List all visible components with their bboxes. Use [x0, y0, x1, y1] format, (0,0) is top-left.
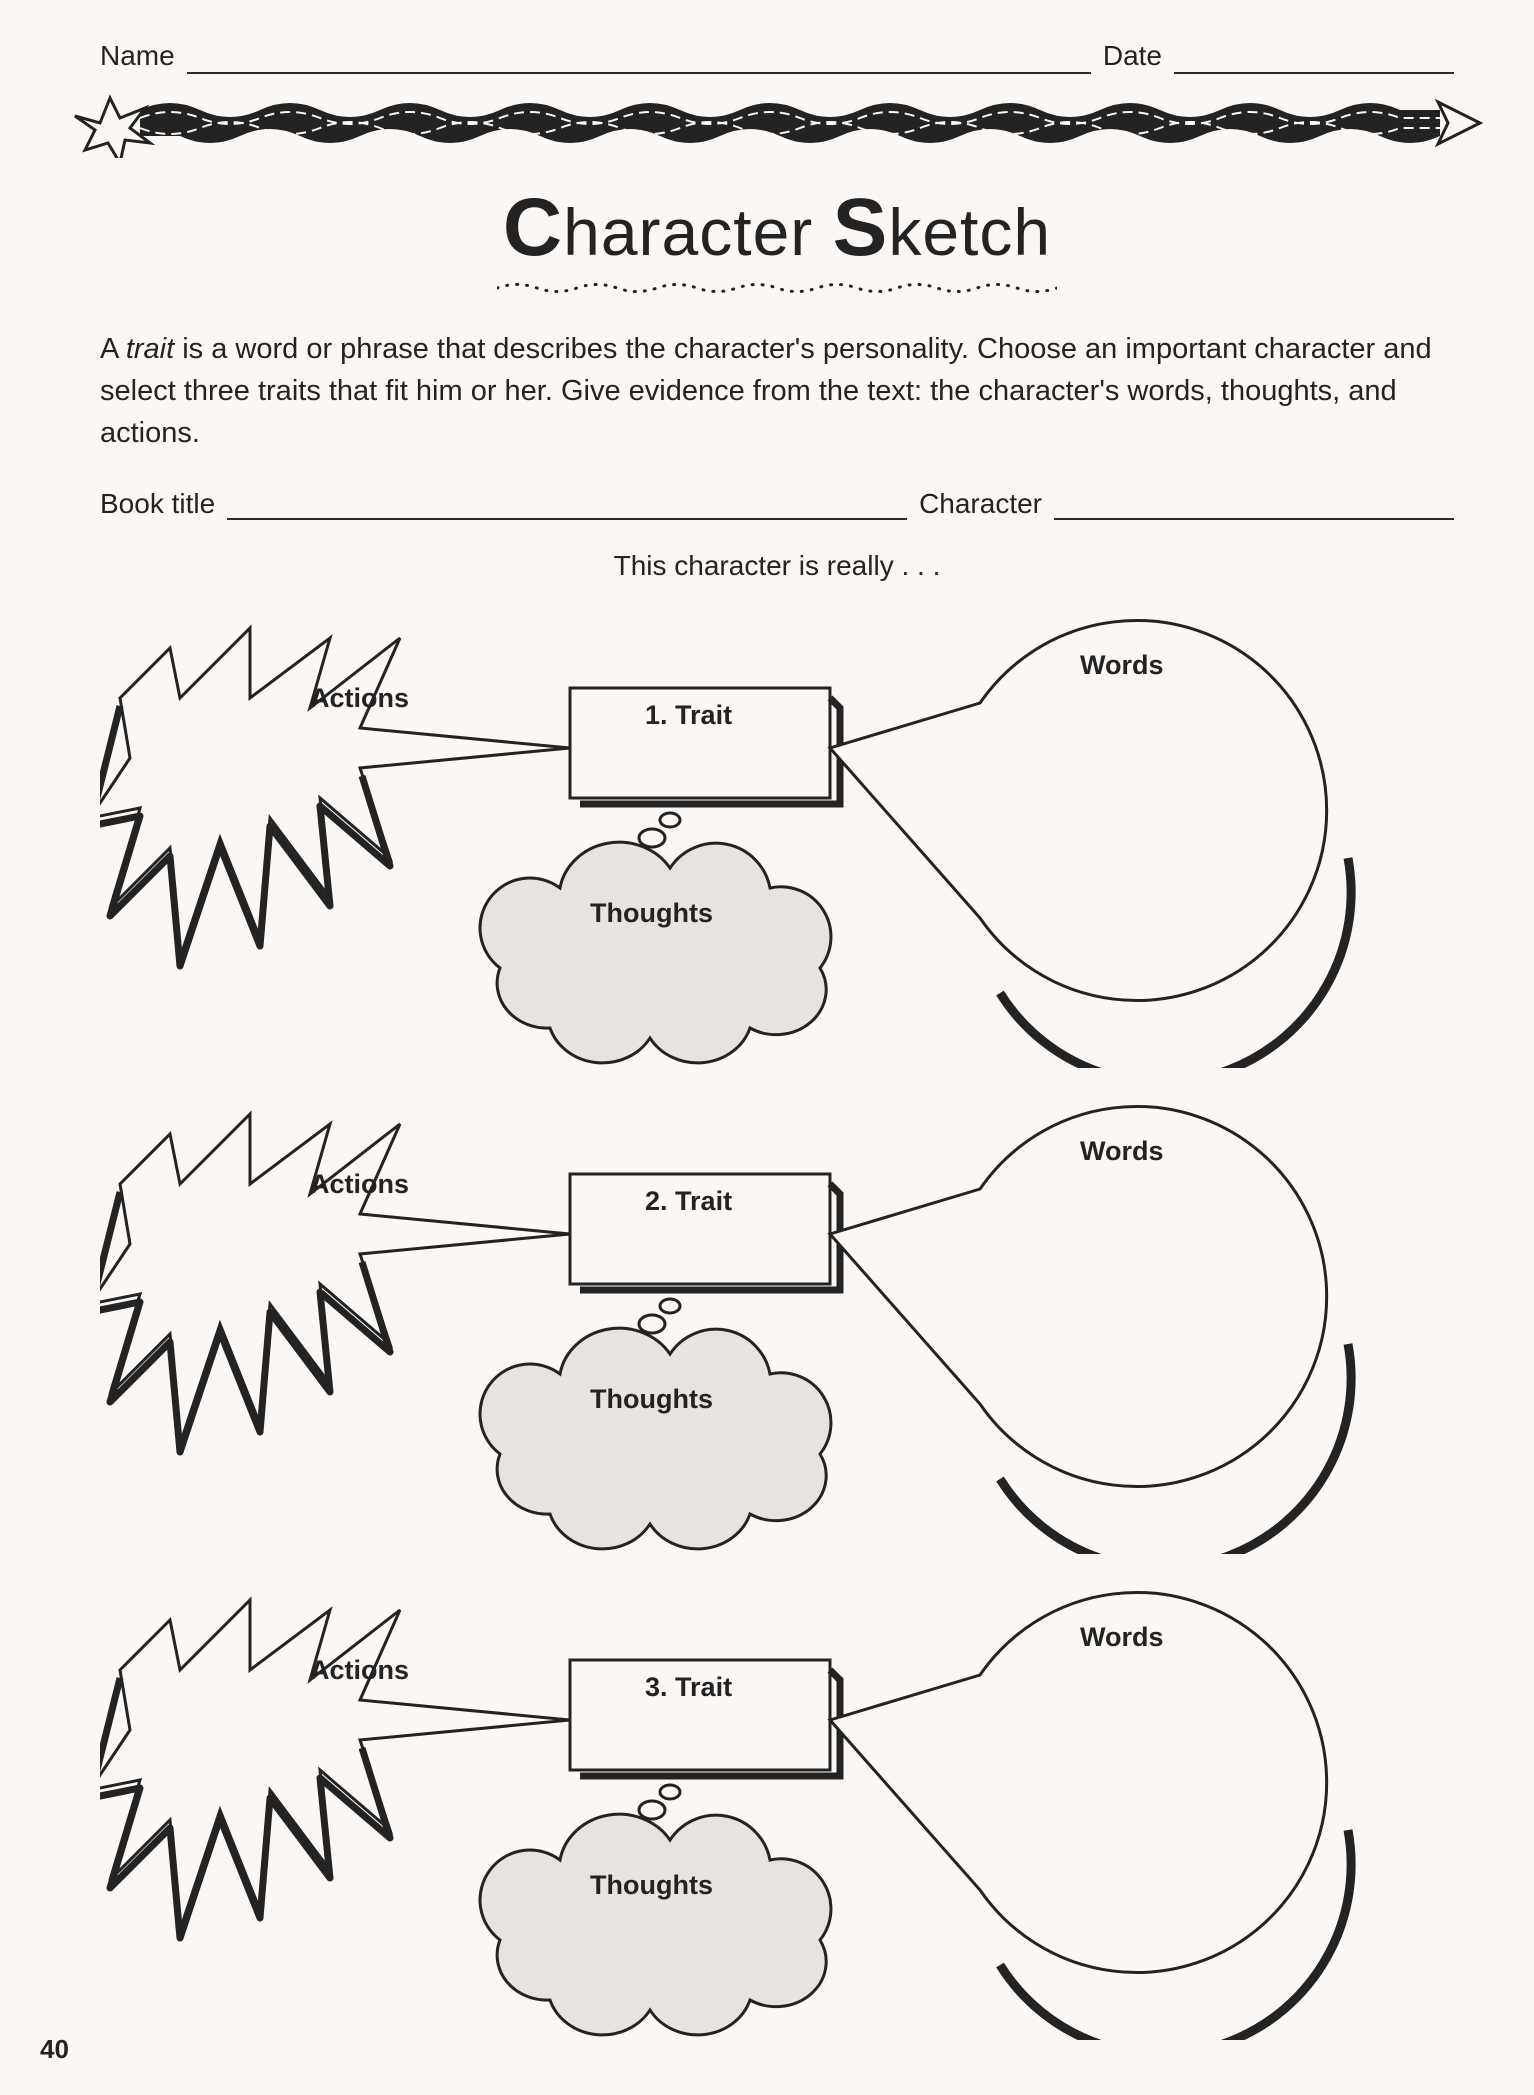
character-label: Character: [919, 488, 1042, 520]
page-title: Character Sketch: [100, 181, 1454, 275]
dotted-underline-icon: [497, 281, 1057, 295]
title-ketch: ketch: [888, 195, 1051, 269]
thoughts-label: Thoughts: [590, 1870, 713, 1901]
words-label: Words: [1080, 1136, 1164, 1167]
trait-label: 2. Trait: [645, 1186, 732, 1217]
trait-diagram-icon: [100, 588, 1460, 1068]
trait-word: Trait: [675, 1672, 732, 1702]
instructions-text: A trait is a word or phrase that describ…: [100, 328, 1454, 454]
title-haracter: haracter: [563, 195, 832, 269]
trait-row: Actions 3. Trait Thoughts Words: [100, 1560, 1454, 2040]
meta-row: Book title Character: [100, 488, 1454, 520]
trait-word: Trait: [675, 1186, 732, 1216]
character-input-line[interactable]: [1054, 492, 1454, 520]
date-input-line[interactable]: [1174, 46, 1454, 74]
worksheet-page: Name Date Character Sketch A trait is a …: [0, 0, 1534, 2095]
intro-part2: is a word or phrase that describes the c…: [100, 333, 1432, 449]
intro-part1: A: [100, 333, 126, 365]
book-title-label: Book title: [100, 488, 215, 520]
title-cap-c: C: [503, 182, 563, 273]
trait-num: 2.: [645, 1186, 668, 1216]
title-block: Character Sketch: [100, 181, 1454, 300]
actions-label: Actions: [310, 1655, 409, 1686]
actions-label: Actions: [310, 683, 409, 714]
wavy-divider-icon: [60, 88, 1500, 158]
trait-diagram-icon: [100, 1074, 1460, 1554]
intro-em: trait: [126, 333, 174, 365]
thoughts-label: Thoughts: [590, 898, 713, 929]
trait-word: Trait: [675, 700, 732, 730]
prompt-text: This character is really . . .: [100, 550, 1454, 582]
trait-num: 3.: [645, 1672, 668, 1702]
date-label: Date: [1103, 40, 1162, 74]
trait-label: 3. Trait: [645, 1672, 732, 1703]
words-label: Words: [1080, 1622, 1164, 1653]
words-label: Words: [1080, 650, 1164, 681]
trait-row: Actions 1. Trait Thoughts Words: [100, 588, 1454, 1068]
page-number: 40: [40, 2034, 69, 2065]
name-input-line[interactable]: [187, 46, 1091, 74]
thoughts-label: Thoughts: [590, 1384, 713, 1415]
title-cap-s: S: [833, 182, 889, 273]
trait-num: 1.: [645, 700, 668, 730]
trait-label: 1. Trait: [645, 700, 732, 731]
header-row: Name Date: [100, 40, 1454, 74]
name-label: Name: [100, 40, 175, 74]
book-title-input-line[interactable]: [227, 492, 907, 520]
actions-label: Actions: [310, 1169, 409, 1200]
trait-diagram-icon: [100, 1560, 1460, 2040]
trait-row: Actions 2. Trait Thoughts Words: [100, 1074, 1454, 1554]
